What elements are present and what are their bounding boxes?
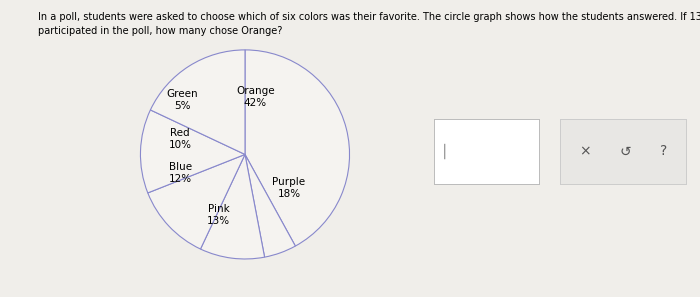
Text: Blue
12%: Blue 12% xyxy=(169,162,192,184)
Text: Purple
18%: Purple 18% xyxy=(272,177,305,199)
Wedge shape xyxy=(245,154,295,257)
Text: ?: ? xyxy=(659,144,667,159)
Text: │: │ xyxy=(441,144,448,159)
Text: In a poll, students were asked to choose which of six colors was their favorite.: In a poll, students were asked to choose… xyxy=(38,12,700,36)
Wedge shape xyxy=(148,154,245,249)
Wedge shape xyxy=(245,50,349,246)
Text: Red
10%: Red 10% xyxy=(169,128,192,150)
Text: ×: × xyxy=(580,144,591,159)
Text: ↺: ↺ xyxy=(620,144,631,159)
Wedge shape xyxy=(150,50,245,154)
Wedge shape xyxy=(200,154,265,259)
Wedge shape xyxy=(141,110,245,193)
Text: Orange
42%: Orange 42% xyxy=(236,86,275,108)
Text: Green
5%: Green 5% xyxy=(167,89,198,111)
Text: Pink
13%: Pink 13% xyxy=(207,204,230,226)
